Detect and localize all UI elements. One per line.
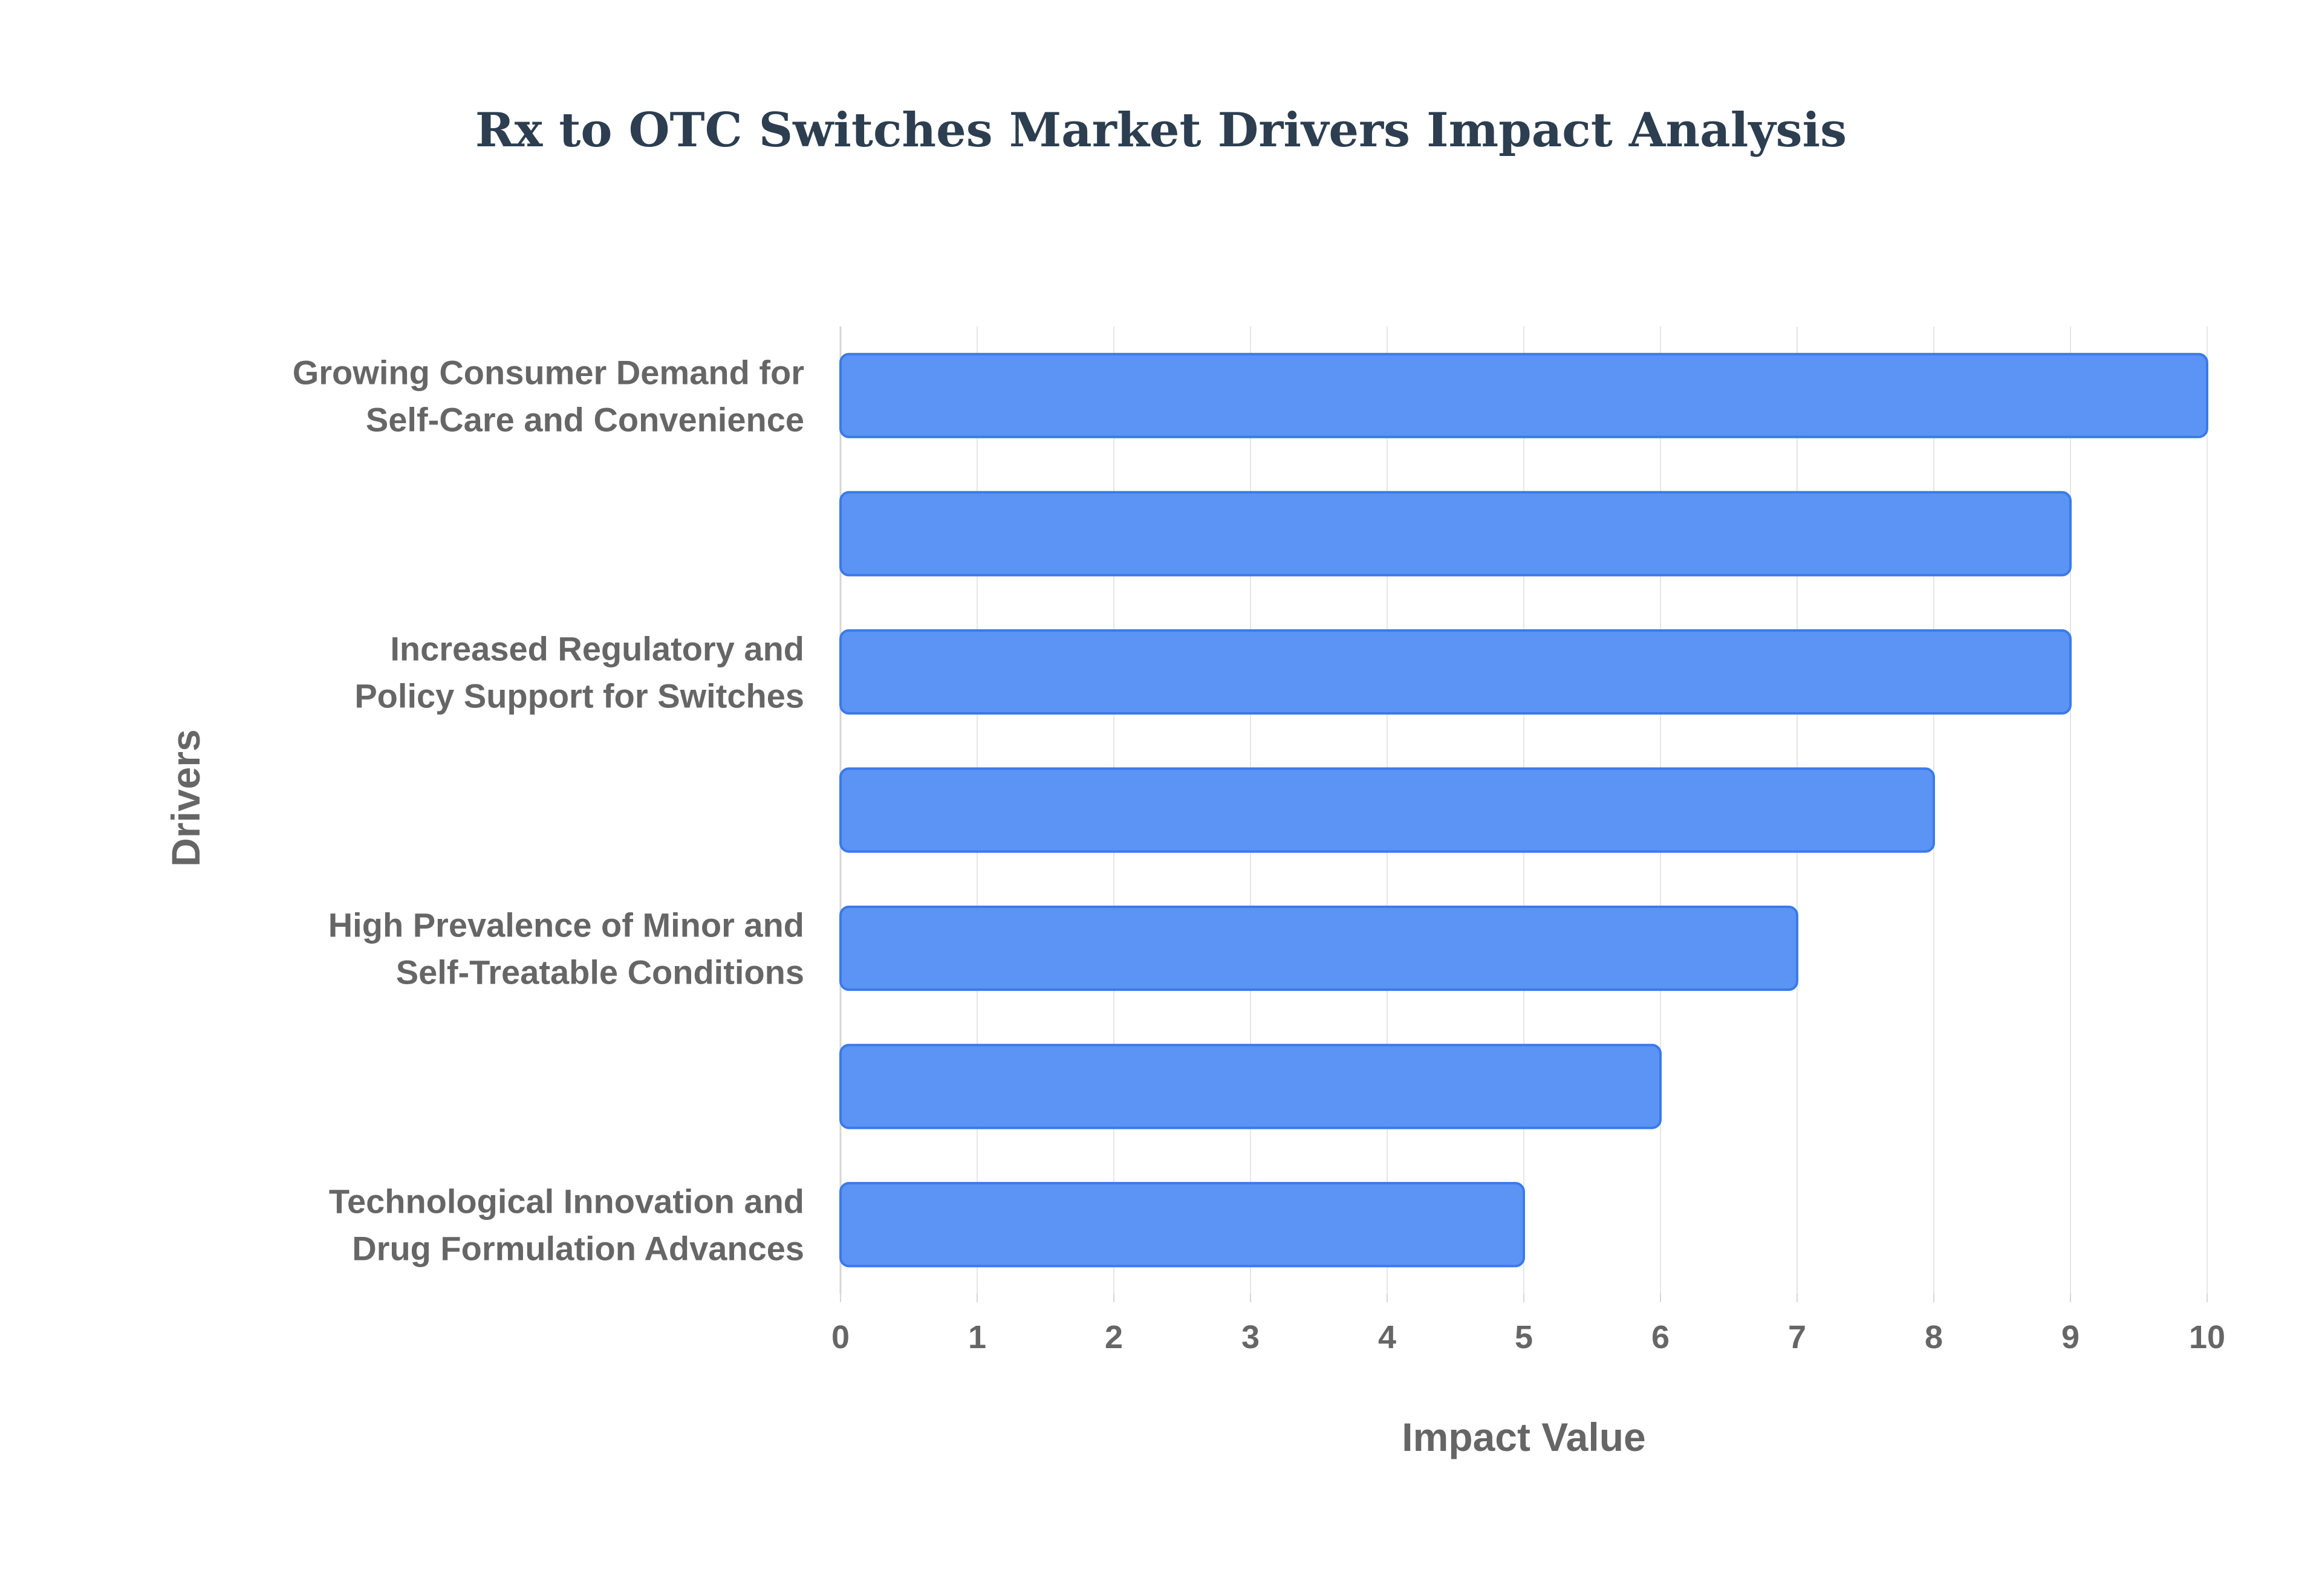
category-label-line: High Prevalence of Minor and <box>328 906 804 944</box>
category-label: High Prevalence of Minor and Self-Treatab… <box>328 906 804 991</box>
category-label-line: Growing Consumer Demand for <box>293 353 804 391</box>
bar <box>839 352 2208 438</box>
x-tick-label: 0 <box>831 1319 850 1355</box>
x-tick-label: 3 <box>1241 1319 1260 1355</box>
category-label: Technological Innovation and Drug Formula… <box>329 1182 804 1268</box>
category-label-line: Technological Innovation and <box>329 1182 804 1221</box>
x-tick-label: 10 <box>2189 1319 2225 1355</box>
category-label-line: Policy Support for Switches <box>354 676 804 715</box>
category-label: Increased Regulatory and Policy Support f… <box>354 629 804 715</box>
bar <box>839 906 1798 991</box>
bar <box>839 1182 1525 1268</box>
x-tick-label: 6 <box>1651 1319 1670 1355</box>
x-tick-label: 8 <box>1925 1319 1943 1355</box>
x-axis-title: Impact Value <box>1402 1415 1646 1459</box>
chart-title: Rx to OTC Switches Market Drivers Impact… <box>475 103 1847 158</box>
category-label-line: Self-Care and Convenience <box>366 400 804 438</box>
x-tick-label: 4 <box>1378 1319 1396 1355</box>
x-tick-label: 9 <box>2061 1319 2080 1355</box>
category-label: Growing Consumer Demand for Self-Care and… <box>293 353 804 438</box>
bar <box>839 491 2072 577</box>
x-tick-label: 5 <box>1515 1319 1533 1355</box>
x-axis-ticks: 0 1 2 3 4 5 6 7 8 9 10 <box>831 1319 2225 1355</box>
x-tick-label: 1 <box>968 1319 986 1355</box>
bars <box>839 352 2208 1268</box>
y-axis-title: Drivers <box>163 729 208 867</box>
category-label-line: Drug Formulation Advances <box>352 1230 804 1268</box>
bar <box>839 1043 1662 1129</box>
x-tick-label: 2 <box>1105 1319 1123 1355</box>
bar <box>839 767 1935 853</box>
category-labels: Growing Consumer Demand for Self-Care and… <box>293 353 804 1267</box>
x-tick-label: 7 <box>1788 1319 1806 1355</box>
category-label-line: Increased Regulatory and <box>390 629 804 667</box>
bar <box>839 629 2072 715</box>
category-label-line: Self-Treatable Conditions <box>396 953 804 991</box>
